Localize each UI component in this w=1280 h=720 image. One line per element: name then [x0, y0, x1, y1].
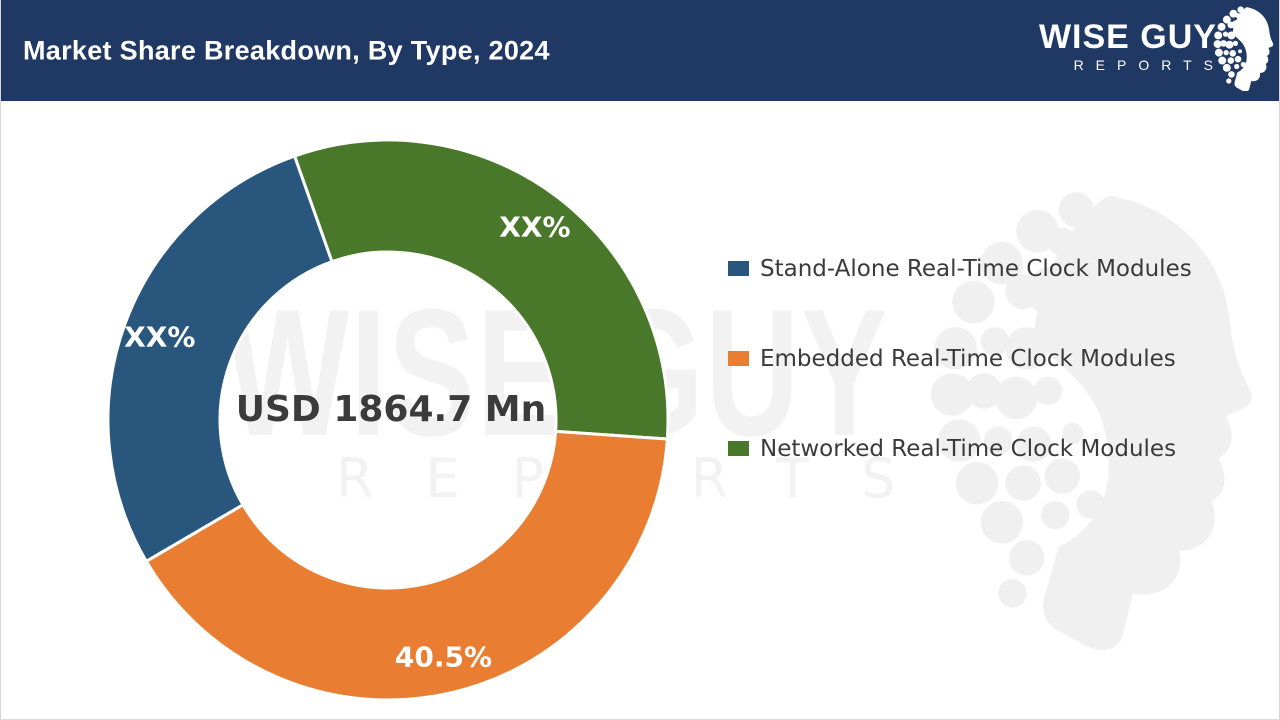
segment-data-label: 40.5% [395, 641, 492, 674]
legend-swatch-icon [728, 441, 749, 456]
logo-tagline-text: REPORTS [1073, 57, 1225, 73]
chart-legend: Stand-Alone Real-Time Clock Modules Embed… [728, 255, 1192, 525]
legend-label: Embedded Real-Time Clock Modules [760, 346, 1176, 372]
donut-center-value: USD 1864.7 Mn [236, 389, 546, 430]
legend-item: Stand-Alone Real-Time Clock Modules [728, 255, 1192, 283]
logo-brand-text: WISE GUY [1038, 18, 1217, 56]
segment-data-label: XX% [499, 210, 570, 243]
legend-swatch-icon [728, 351, 749, 366]
page-title: Market Share Breakdown, By Type, 2024 [23, 35, 550, 65]
legend-label: Networked Real-Time Clock Modules [760, 436, 1177, 462]
donut-segment-stand-alone-real-time-clock-modules [106, 154, 334, 563]
legend-item: Embedded Real-Time Clock Modules [728, 345, 1192, 373]
donut-segment-networked-real-time-clock-modules [293, 138, 670, 441]
segment-data-label: XX% [124, 321, 195, 354]
donut-segment-embedded-real-time-clock-modules [144, 429, 669, 702]
legend-swatch-icon [728, 261, 749, 276]
legend-label: Stand-Alone Real-Time Clock Modules [760, 256, 1192, 282]
header-bar: Market Share Breakdown, By Type, 2024 WI… [1, 0, 1279, 101]
legend-item: Networked Real-Time Clock Modules [728, 435, 1192, 463]
